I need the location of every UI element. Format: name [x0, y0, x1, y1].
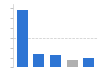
Bar: [67, 60, 78, 67]
Bar: [50, 55, 61, 67]
Bar: [34, 54, 44, 67]
Bar: [17, 10, 28, 67]
Bar: [83, 58, 94, 67]
